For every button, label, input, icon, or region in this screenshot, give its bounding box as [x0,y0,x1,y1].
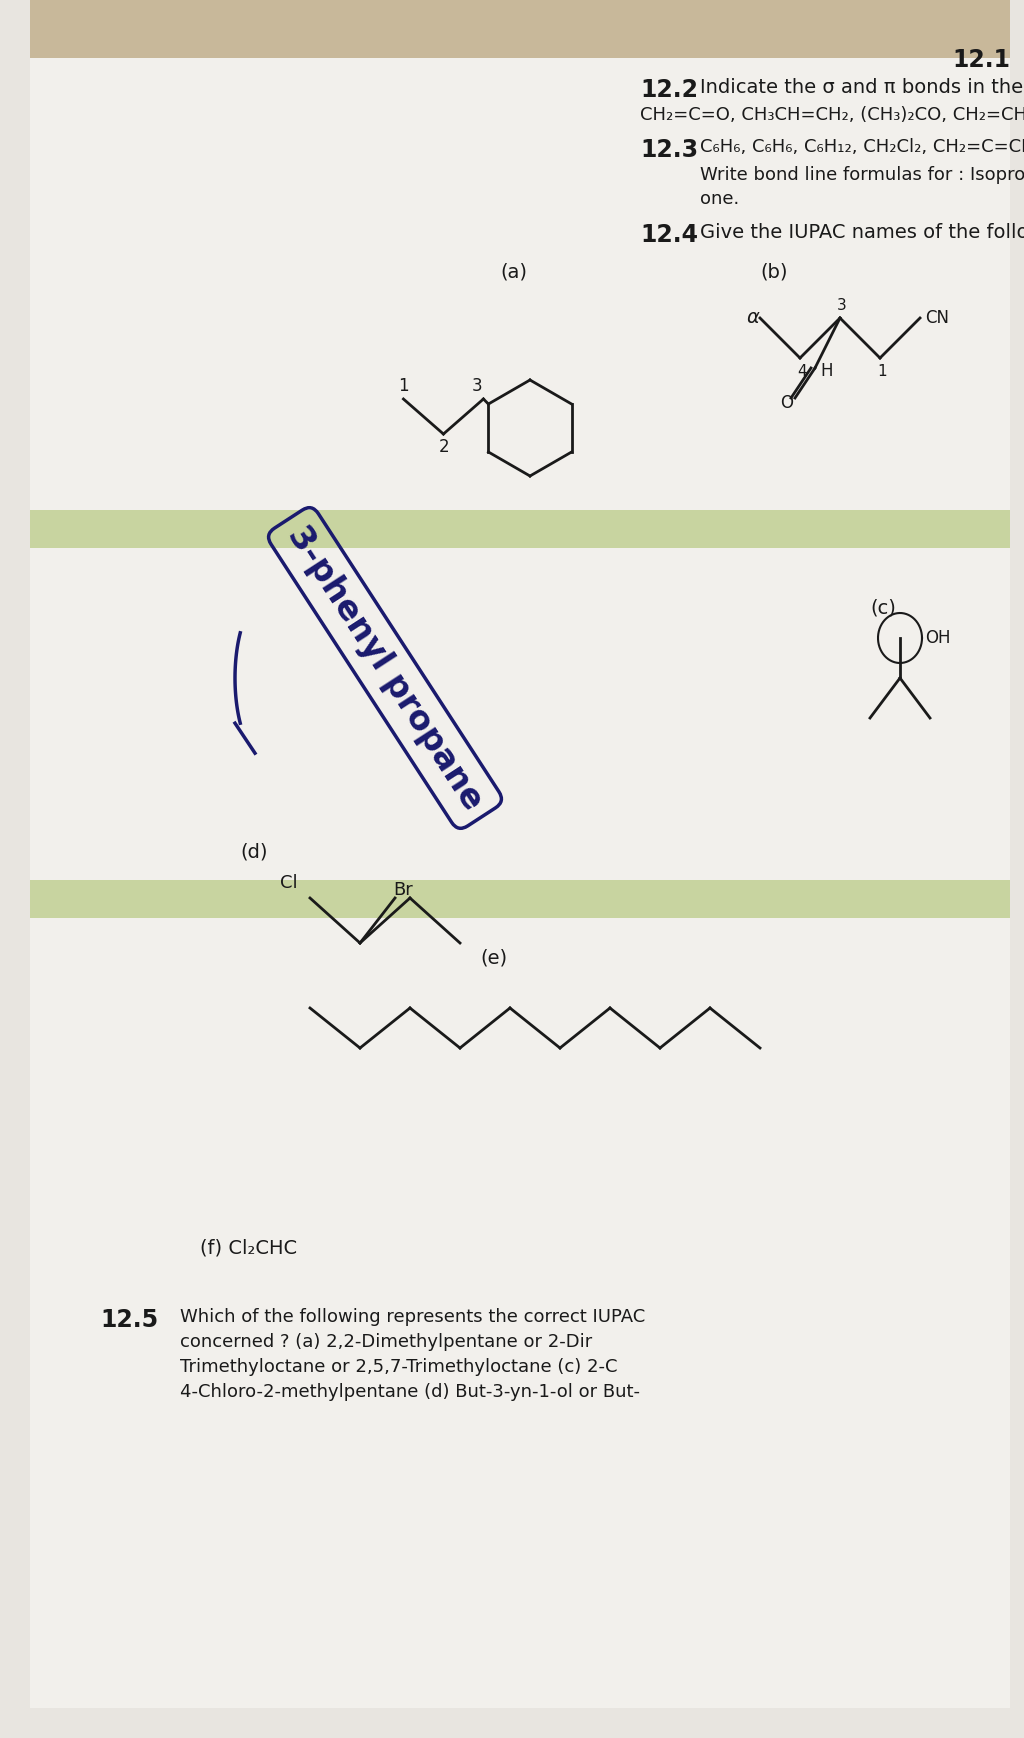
Text: 12.5: 12.5 [100,1309,158,1331]
Text: (a): (a) [500,262,527,282]
Text: 1: 1 [877,363,887,379]
Text: Br: Br [393,881,413,899]
Text: 1: 1 [398,377,409,395]
Text: (d): (d) [240,843,267,862]
Text: CN: CN [925,309,949,327]
Text: (c): (c) [870,598,896,617]
Text: H: H [820,362,833,381]
Text: (e): (e) [480,947,507,966]
Text: Which of the following represents the correct IUPAC: Which of the following represents the co… [180,1309,645,1326]
Text: one.: one. [700,189,739,209]
Bar [30,879,1010,918]
Text: Indicate the σ and π bonds in the following molecules :: Indicate the σ and π bonds in the follow… [700,78,1024,97]
Text: α: α [746,308,759,327]
Text: 12.4: 12.4 [640,222,698,247]
Text: O: O [780,395,793,412]
Text: Trimethyloctane or 2,5,7-Trimethyloctane (c) 2-C: Trimethyloctane or 2,5,7-Trimethyloctane… [180,1357,617,1376]
Text: 2: 2 [438,438,450,455]
Text: 4: 4 [797,363,807,379]
Bar [30,0,1010,57]
Text: 4-Chloro-2-methylpentane (d) But-3-yn-1-ol or But-: 4-Chloro-2-methylpentane (d) But-3-yn-1-… [180,1383,640,1401]
Text: Give the IUPAC names of the following compounds :: Give the IUPAC names of the following co… [700,222,1024,242]
Text: Write bond line formulas for : Isopropyl alcohol, 2,3-Di: Write bond line formulas for : Isopropyl… [700,167,1024,184]
Bar [30,509,1010,547]
Text: (f) Cl₂CHC: (f) Cl₂CHC [200,1237,297,1257]
Text: 3: 3 [471,377,482,395]
Text: C₆H₆, C₆H₆, C₆H₁₂, CH₂Cl₂, CH₂=C=CH₂, CH₃NO₂, HCONHCH₃: C₆H₆, C₆H₆, C₆H₁₂, CH₂Cl₂, CH₂=C=CH₂, CH… [700,137,1024,156]
Text: 3: 3 [837,297,847,313]
Text: (b): (b) [760,262,787,282]
Text: 12.1: 12.1 [952,49,1010,71]
Text: 3-phenyl propane: 3-phenyl propane [281,520,489,817]
Text: 12.2: 12.2 [640,78,698,103]
Text: OH: OH [925,629,950,647]
Text: 12.3: 12.3 [640,137,698,162]
Text: CH₂=C=O, CH₃CH=CH₂, (CH₃)₂CO, CH₂=CHCN, C₆H₆: CH₂=C=O, CH₃CH=CH₂, (CH₃)₂CO, CH₂=CHCN, … [640,106,1024,123]
Text: concerned ? (a) 2,2-Dimethylpentane or 2-Dir: concerned ? (a) 2,2-Dimethylpentane or 2… [180,1333,592,1350]
Text: Cl: Cl [280,874,298,892]
